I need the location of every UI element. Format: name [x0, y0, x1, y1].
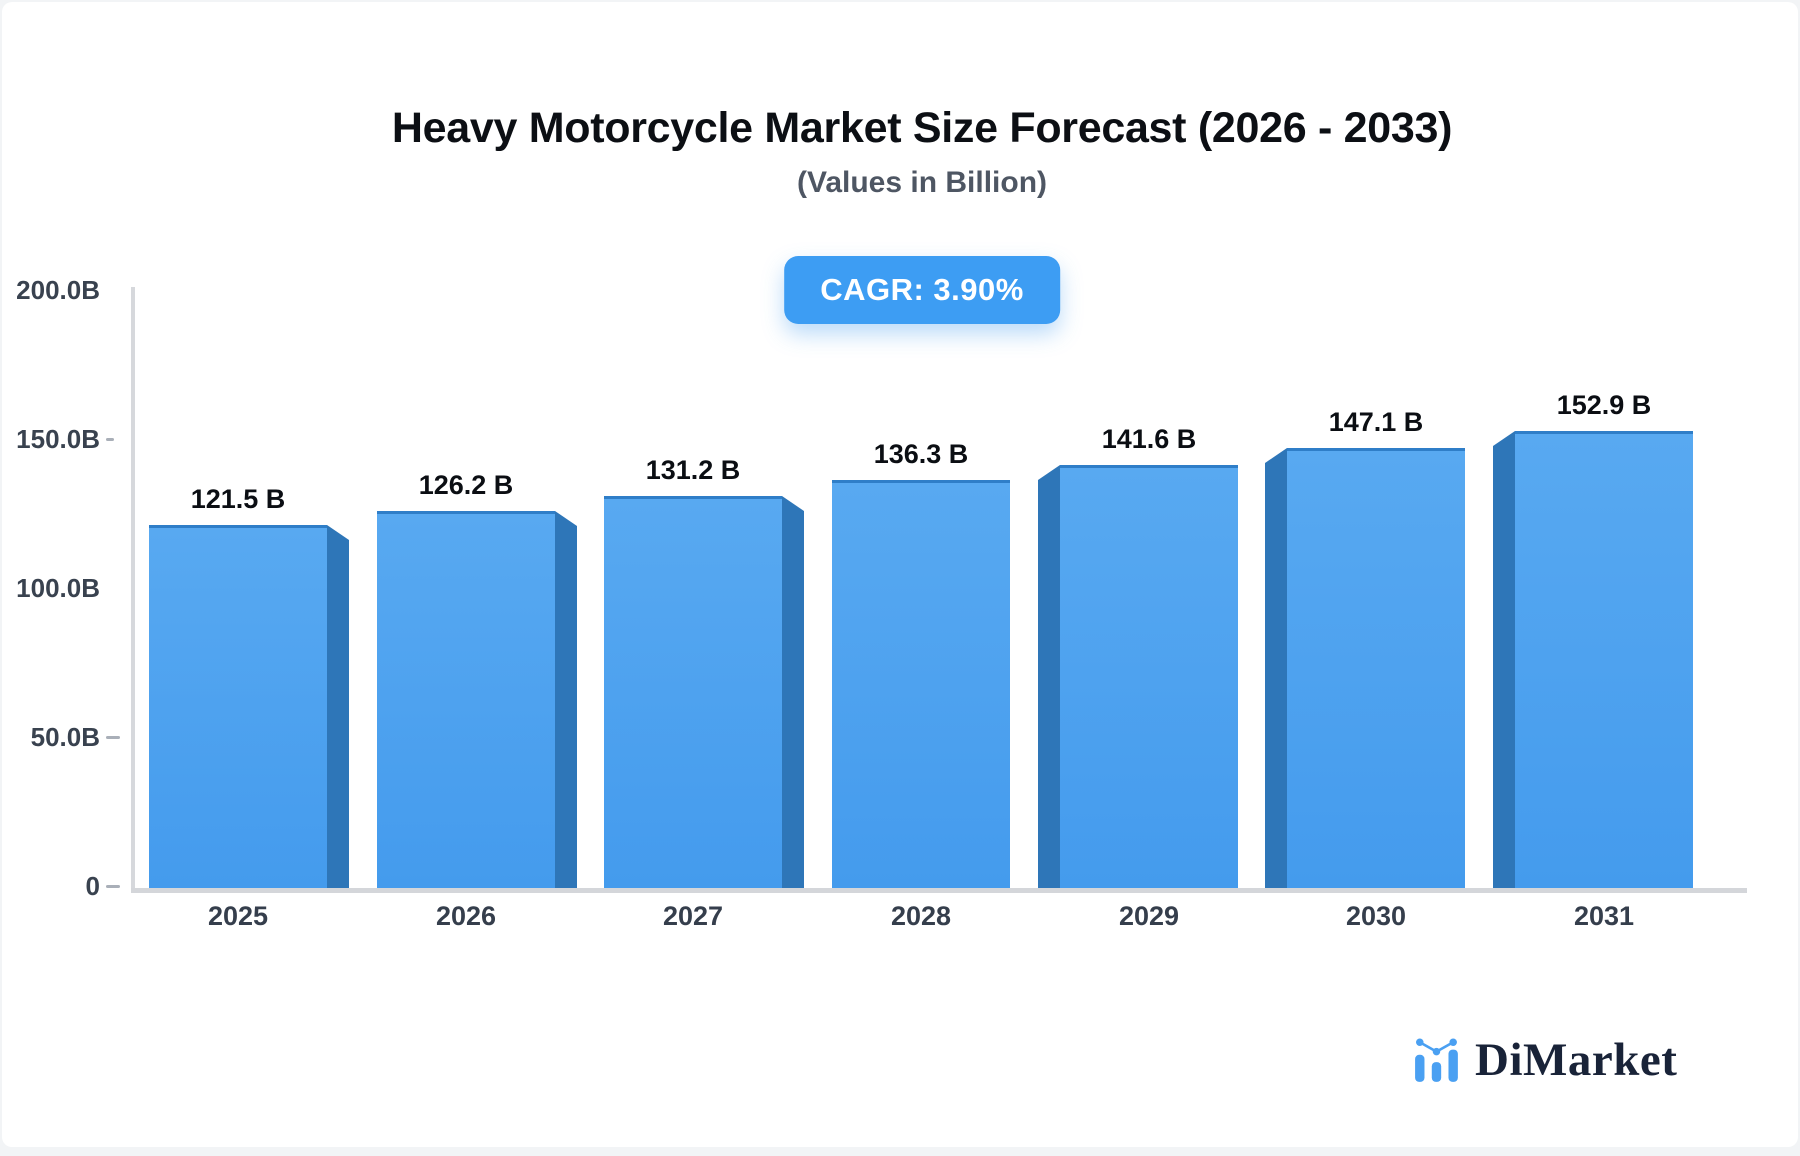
- bar-2025[interactable]: [149, 525, 327, 888]
- bar-line-chart-icon: [1415, 1038, 1458, 1083]
- y-axis-tick: [106, 736, 120, 739]
- x-axis-line: [131, 888, 1747, 893]
- bar-2029[interactable]: [1060, 465, 1238, 888]
- bar-value-label: 141.6 B: [1101, 424, 1197, 454]
- bar-value-label: 136.3 B: [873, 439, 969, 469]
- y-axis-tick: [106, 885, 120, 888]
- bar-side-face-2027[interactable]: [782, 496, 804, 888]
- bar-side-face-2030[interactable]: [1265, 448, 1287, 888]
- bar-side-face-2026[interactable]: [555, 511, 577, 888]
- bar-value-label: 121.5 B: [190, 484, 286, 514]
- y-axis-label: 0: [85, 871, 100, 901]
- brand-logo: DiMarket: [1413, 1034, 1678, 1086]
- y-axis-label: 50.0B: [30, 722, 100, 752]
- x-axis-label: 2029: [1118, 901, 1180, 931]
- y-axis-label: 150.0B: [16, 424, 100, 454]
- bar-side-face-2031[interactable]: [1493, 431, 1515, 888]
- x-axis-label: 2030: [1345, 901, 1407, 931]
- y-axis-tick: [106, 438, 114, 441]
- x-axis-label: 2025: [207, 901, 269, 931]
- bar-2026[interactable]: [377, 511, 555, 888]
- cagr-badge: CAGR: 3.90%: [784, 256, 1060, 324]
- bar-2030[interactable]: [1287, 448, 1465, 888]
- bar-2031[interactable]: [1515, 431, 1693, 888]
- bar-2027[interactable]: [604, 496, 782, 888]
- x-axis-label: 2028: [890, 901, 952, 931]
- chart-subtitle: (Values in Billion): [796, 166, 1048, 199]
- bar-value-label: 147.1 B: [1328, 407, 1424, 437]
- bar-value-label: 126.2 B: [418, 470, 514, 500]
- y-axis-line: [131, 287, 135, 888]
- x-axis-label: 2031: [1573, 901, 1635, 931]
- x-axis-label: 2026: [435, 901, 497, 931]
- bar-side-face-2029[interactable]: [1038, 465, 1060, 888]
- y-axis-label: 100.0B: [16, 573, 100, 603]
- bar-value-label: 152.9 B: [1556, 390, 1652, 420]
- bar-value-label: 131.2 B: [645, 455, 741, 485]
- brand-name: DiMarket: [1475, 1034, 1678, 1086]
- chart-title: Heavy Motorcycle Market Size Forecast (2…: [391, 104, 1453, 152]
- bar-side-face-2025[interactable]: [327, 525, 349, 888]
- x-axis-label: 2027: [662, 901, 724, 931]
- y-axis-label: 200.0B: [16, 275, 100, 305]
- bar-2028[interactable]: [832, 480, 1010, 888]
